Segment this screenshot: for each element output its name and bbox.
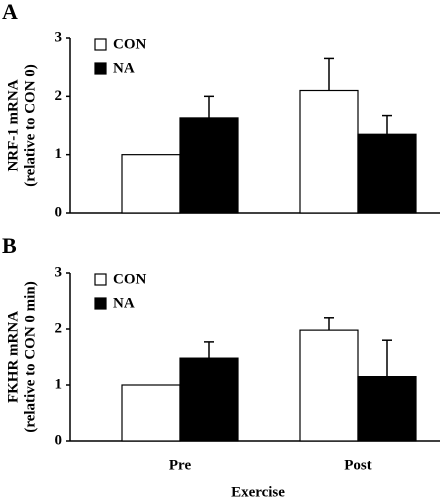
bar (357, 376, 417, 442)
x-axis-label: Exercise (231, 484, 285, 500)
y-tick-label: 3 (55, 264, 63, 280)
legend-label: NA (113, 60, 135, 76)
y-tick-label: 0 (55, 204, 63, 220)
bar (357, 133, 417, 214)
y-tick-label: 2 (55, 320, 63, 336)
legend-swatch (94, 62, 107, 75)
y-tick-label: 1 (55, 376, 63, 392)
bar (121, 384, 181, 442)
legend-swatch (94, 38, 107, 51)
y-tick-label: 1 (55, 146, 63, 162)
y-axis-label: (relative to CON 0 min) (22, 281, 38, 432)
legend-swatch (94, 297, 107, 310)
panel-label: A (2, 0, 18, 24)
legend-label: CON (113, 271, 147, 287)
x-tick-label: Pre (169, 457, 192, 473)
y-tick-label: 0 (55, 432, 63, 448)
panel-label: B (2, 233, 17, 258)
bar (179, 117, 239, 214)
bar (179, 357, 239, 442)
legend-label: CON (113, 36, 147, 52)
y-axis-label: (relative to CON 0) (22, 64, 38, 187)
x-tick-label: Post (344, 457, 372, 473)
bar (299, 329, 359, 442)
bar (121, 154, 181, 214)
y-axis-label: FKHR mRNA (5, 311, 21, 403)
bar (299, 89, 359, 214)
y-axis-label: NRF-1 mRNA (5, 79, 21, 171)
y-tick-label: 2 (55, 88, 63, 104)
y-tick-label: 3 (55, 29, 63, 45)
legend-swatch (94, 273, 107, 286)
legend-label: NA (113, 295, 135, 311)
